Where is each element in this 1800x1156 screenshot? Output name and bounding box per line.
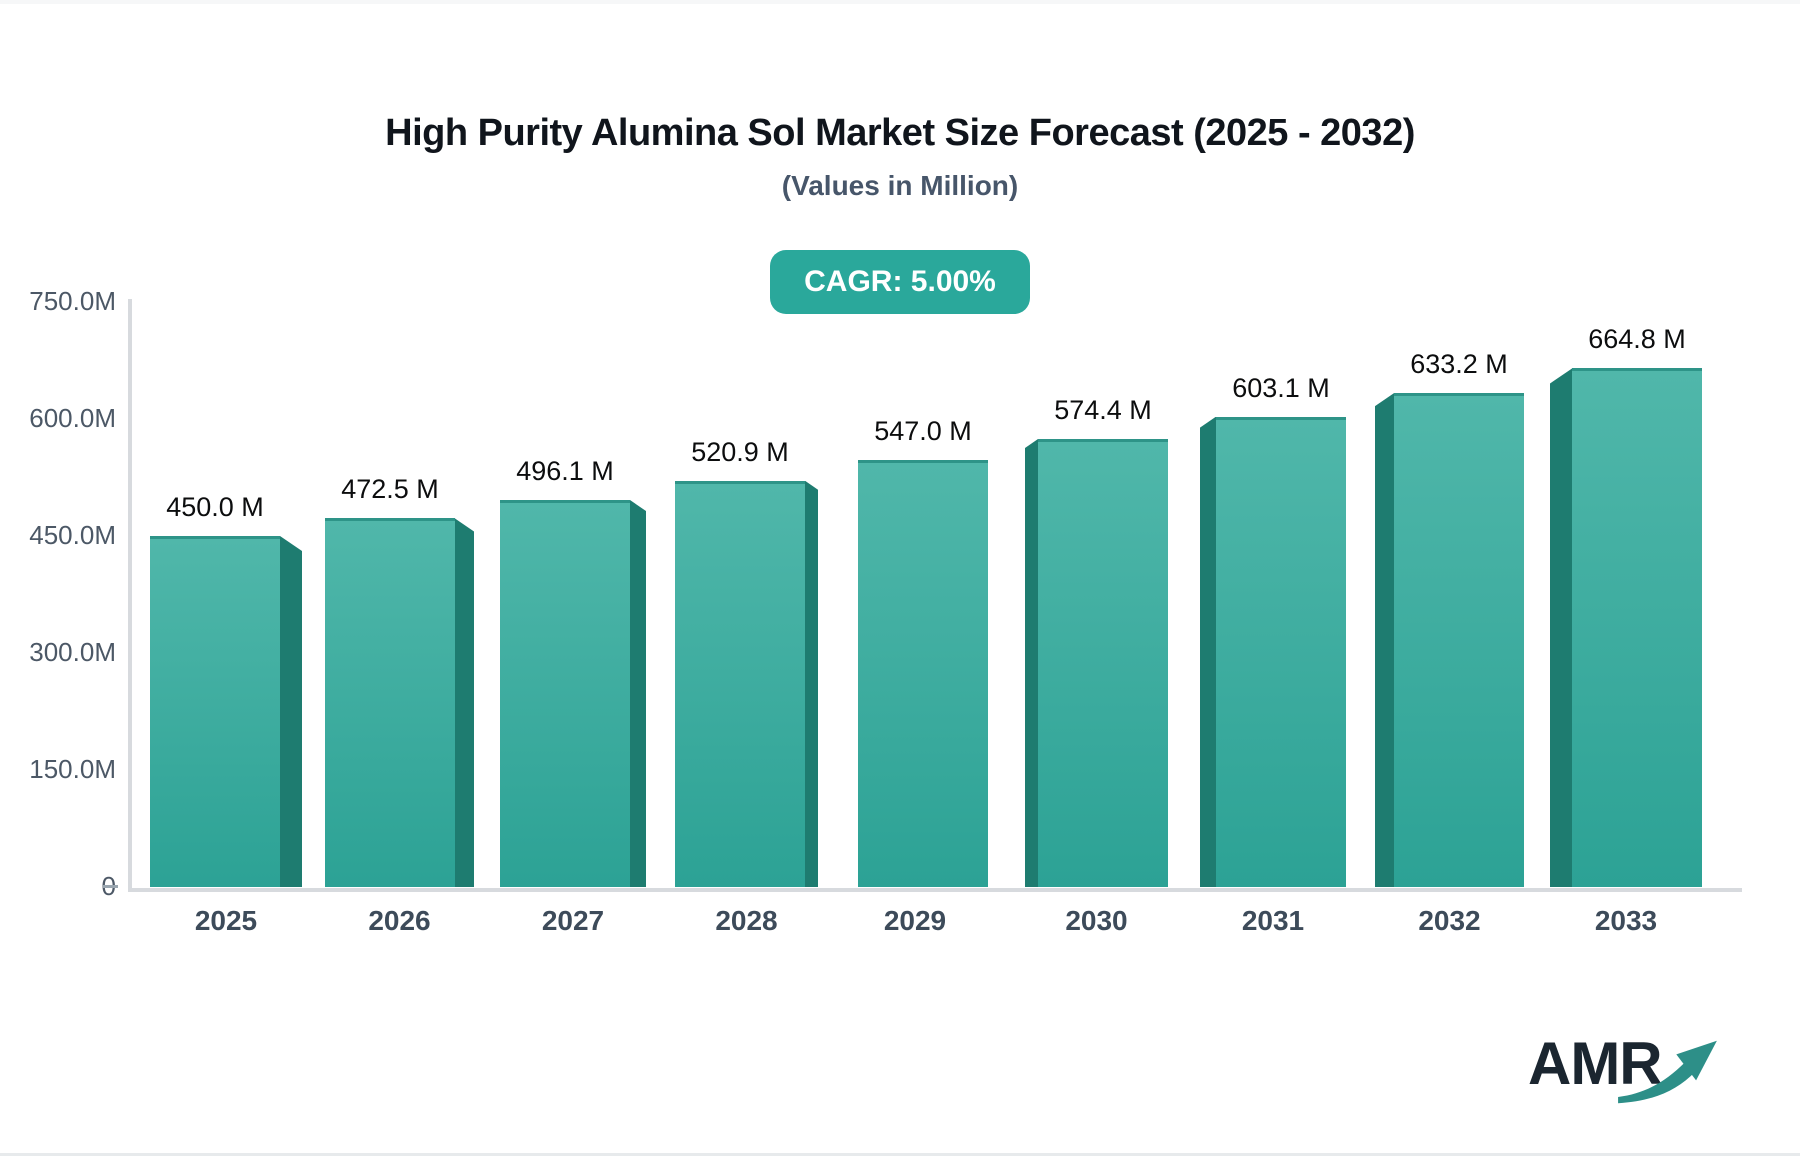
bar-side-face xyxy=(1375,393,1394,887)
bar-2027 xyxy=(500,500,630,887)
bar-2031 xyxy=(1216,416,1346,887)
bar-value-label: 520.9 M xyxy=(691,436,789,467)
bar-2033 xyxy=(1572,368,1702,887)
y-tick-label: 750.0M xyxy=(29,286,116,316)
bar-side-face xyxy=(1550,368,1572,887)
bar-value-label: 664.8 M xyxy=(1588,324,1686,355)
x-tick-label-2026: 2026 xyxy=(368,905,431,936)
bar-side-face xyxy=(280,536,302,887)
bar-side-face xyxy=(805,480,818,887)
bar-2030 xyxy=(1038,438,1168,887)
x-tick-label-2027: 2027 xyxy=(541,905,605,936)
bar-side-face xyxy=(1025,438,1038,887)
x-tick-label-2029: 2029 xyxy=(883,905,947,936)
y-axis-line xyxy=(128,299,132,890)
bar-2025 xyxy=(150,536,280,887)
x-tick-label-2031: 2031 xyxy=(1241,905,1305,936)
bar-2028 xyxy=(675,480,805,887)
y-tick-label: 0 xyxy=(4,870,116,902)
chart-title: High Purity Alumina Sol Market Size Fore… xyxy=(385,112,1415,154)
cagr-badge-wrap: CAGR: 5.00% xyxy=(0,250,1800,314)
bar-2029 xyxy=(858,460,988,887)
y-tick-label: 150.0M xyxy=(29,754,116,784)
x-tick-label-2030: 2030 xyxy=(1065,905,1128,936)
x-axis-line xyxy=(128,888,1742,892)
bar-value-label: 472.5 M xyxy=(341,474,439,505)
x-tick-label-2028: 2028 xyxy=(715,905,778,936)
amr-logo: AMR xyxy=(1528,1032,1728,1122)
y-tick-label: 300.0M xyxy=(29,637,116,667)
bar-value-label: 450.0 M xyxy=(166,492,264,522)
y-tick-dash xyxy=(103,885,118,888)
y-tick-label: 600.0M xyxy=(29,403,116,433)
x-tick-label-2033: 2033 xyxy=(1594,905,1658,936)
trend-up-arrow-icon xyxy=(1618,1040,1717,1104)
bar-2026 xyxy=(325,518,455,887)
bar-side-face xyxy=(630,500,646,887)
chart-subtitle: (Values in Million) xyxy=(781,170,1019,201)
bar-value-label: 574.4 M xyxy=(1054,394,1152,425)
bar-value-label: 633.2 M xyxy=(1410,349,1508,380)
bar-value-label: 603.1 M xyxy=(1232,372,1330,403)
bar-2032 xyxy=(1394,393,1524,887)
y-tick-label: 450.0M xyxy=(29,520,116,550)
amr-logo-text: AMR xyxy=(1528,1030,1663,1097)
cagr-badge: CAGR: 5.00% xyxy=(770,250,1030,314)
x-tick-label-2032: 2032 xyxy=(1418,905,1481,936)
bar-value-label: 547.0 M xyxy=(874,416,972,447)
bar-value-label: 496.1 M xyxy=(516,456,614,487)
bar-side-face xyxy=(1200,416,1216,887)
x-tick-label-2025: 2025 xyxy=(194,905,258,936)
bar-side-face xyxy=(455,518,474,887)
